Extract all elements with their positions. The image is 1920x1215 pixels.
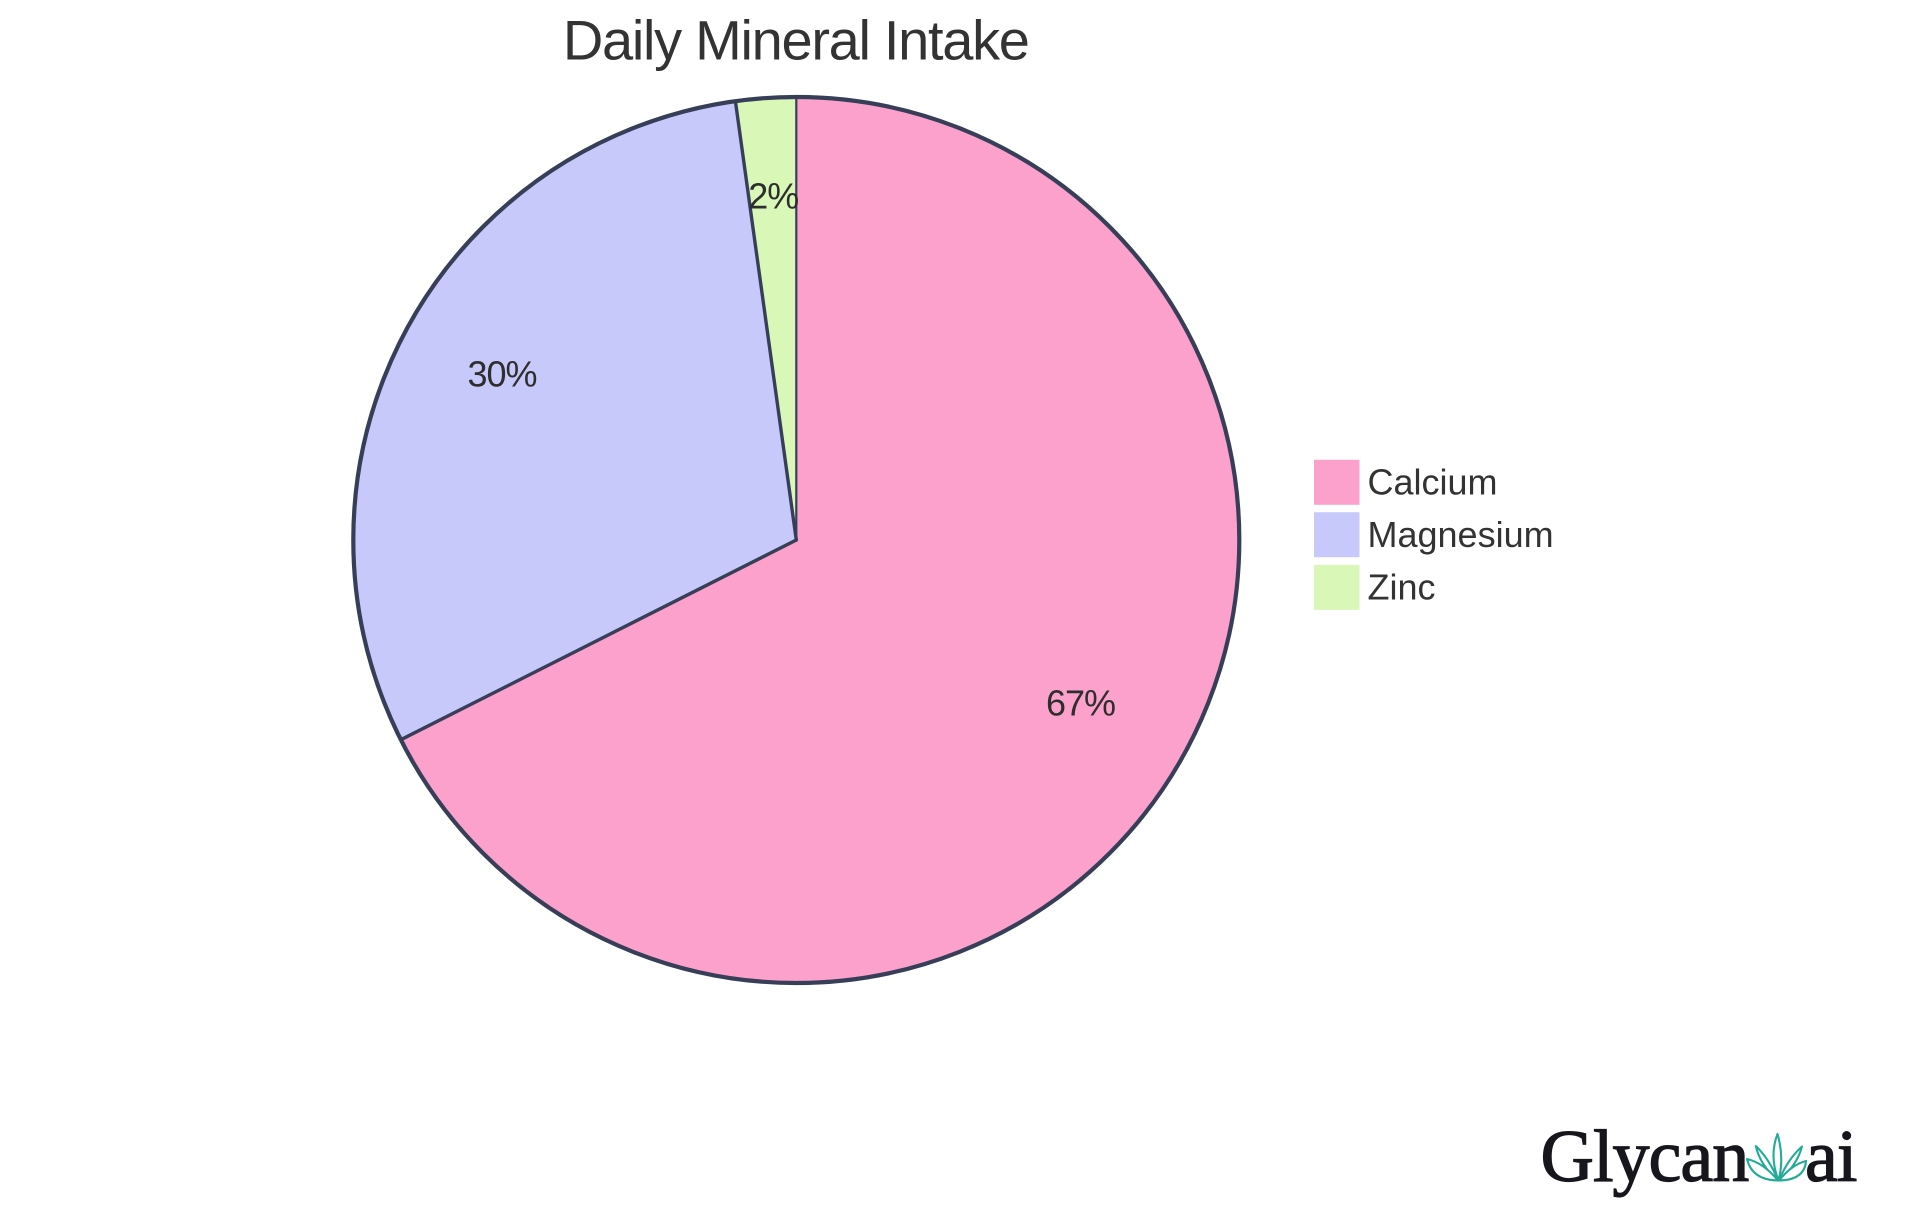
svg-text:Calcium: Calcium [1368, 461, 1498, 502]
svg-text:Zinc: Zinc [1368, 567, 1436, 608]
svg-text:ai: ai [1805, 1116, 1857, 1198]
svg-text:2%: 2% [748, 176, 798, 217]
svg-text:30%: 30% [467, 354, 536, 395]
svg-text:Magnesium: Magnesium [1368, 514, 1554, 555]
svg-text:67%: 67% [1046, 683, 1115, 724]
svg-text:Daily Mineral Intake: Daily Mineral Intake [563, 9, 1029, 72]
svg-text:Glycan: Glycan [1541, 1116, 1749, 1198]
